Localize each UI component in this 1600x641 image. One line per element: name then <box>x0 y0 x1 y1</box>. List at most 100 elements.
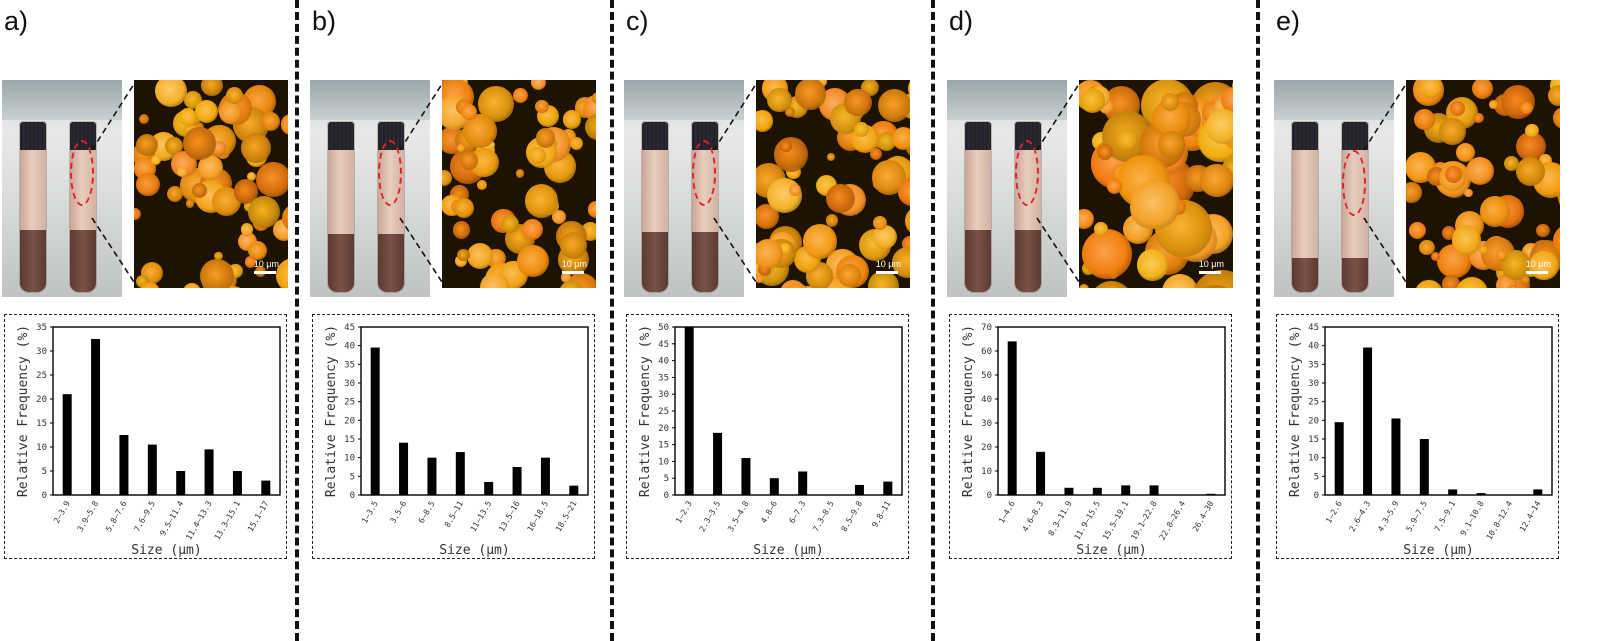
x-tick-label: 11.4–13.3 <box>184 499 214 541</box>
bar <box>232 471 242 495</box>
x-tick-label: 6–8.5 <box>417 499 437 525</box>
droplet <box>480 273 509 288</box>
y-tick-label: 15 <box>1308 435 1319 445</box>
y-tick-label: 30 <box>658 390 669 400</box>
bar-chart: 0 5 10 15 20 25 30 35 40 45 1–2.6 2.6–4.3 4.3–5.9 5.9… <box>1288 323 1553 558</box>
y-tick-label: 5 <box>42 467 47 477</box>
x-tick-label: 18.5–21 <box>554 499 579 533</box>
x-tick-label: 7.5–9.1 <box>1433 499 1458 533</box>
background-wall <box>624 80 744 120</box>
background-wall <box>1274 80 1394 120</box>
y-tick-label: 0 <box>664 491 669 501</box>
x-tick-label: 5.9–7.5 <box>1404 499 1429 533</box>
droplet <box>201 80 223 97</box>
y-tick-label: 40 <box>1308 342 1319 352</box>
y-tick-label: 5 <box>350 472 355 482</box>
droplet <box>183 127 216 160</box>
y-tick-label: 0 <box>1314 491 1319 501</box>
droplet <box>756 274 764 284</box>
panel-divider-1 <box>295 0 299 641</box>
x-tick-label: 1–3.5 <box>360 499 380 525</box>
y-tick-label: 45 <box>344 323 355 333</box>
droplet <box>774 137 809 172</box>
droplet <box>192 183 208 199</box>
droplet <box>1488 100 1498 110</box>
control-vial <box>20 122 46 292</box>
x-tick-label: 10.8–12.4 <box>1485 499 1515 541</box>
x-tick-label: 7.6–9.5 <box>132 499 157 533</box>
x-tick-label: 6–7.3 <box>788 499 808 525</box>
droplet <box>818 277 855 288</box>
droplet <box>134 207 141 221</box>
droplet <box>793 285 823 288</box>
droplet <box>559 281 584 288</box>
micrograph: 10 μm <box>1079 80 1233 288</box>
chart-box: 0 5 10 15 20 25 30 35 2–3.9 3.9–5.8 5.8–7.6 7.6–9.5… <box>4 314 287 559</box>
droplet <box>521 218 543 240</box>
background-wall <box>310 80 430 120</box>
bar <box>176 471 186 495</box>
bar <box>370 347 380 495</box>
zoom-line-top <box>399 83 443 151</box>
bar <box>1007 341 1017 495</box>
vial-cap <box>642 122 668 150</box>
bar <box>427 457 437 495</box>
droplet <box>524 184 558 218</box>
y-tick-label: 40 <box>658 357 669 367</box>
x-tick-label: 11–13.5 <box>469 499 494 533</box>
droplet <box>456 143 466 153</box>
x-tick-label: 3.9–5.8 <box>76 499 101 533</box>
y-tick-label: 20 <box>1308 416 1319 426</box>
y-tick-label: 15 <box>658 441 669 451</box>
droplet <box>1557 182 1560 212</box>
bar <box>1064 487 1074 495</box>
sediment-layer <box>1292 258 1318 292</box>
droplet <box>140 282 161 288</box>
highlight-ellipse <box>1342 150 1366 216</box>
y-tick-label: 20 <box>36 395 47 405</box>
x-tick-label: 12.4–14 <box>1518 499 1543 533</box>
scale-bar <box>1526 271 1548 274</box>
panel-divider-3 <box>931 0 935 641</box>
x-tick-label: 8.5–9.8 <box>840 499 865 533</box>
plot-frame <box>997 326 1226 496</box>
zoom-line-bottom <box>399 217 443 283</box>
y-tick-label: 0 <box>350 491 355 501</box>
vial-photo <box>1274 80 1394 297</box>
y-tick-label: 15 <box>36 419 47 429</box>
droplet <box>872 215 887 230</box>
zoom-line-bottom <box>91 217 135 283</box>
y-tick-label: 35 <box>658 373 669 383</box>
chart-box: 0 10 20 30 40 50 60 70 1–4.6 4.6–8.3 8.3–11.9 11.9–… <box>949 314 1232 559</box>
droplet <box>1116 129 1138 152</box>
bar <box>1476 493 1486 495</box>
y-tick-label: 45 <box>1308 323 1319 333</box>
droplet <box>780 141 792 153</box>
chart-box: 0 5 10 15 20 25 30 35 40 45 1–2.6 2.6–4.3 4.3–5.9 5.9… <box>1276 314 1559 559</box>
droplet <box>826 153 835 162</box>
droplet <box>246 171 257 182</box>
bar <box>854 484 864 495</box>
droplet <box>1439 118 1467 145</box>
droplet <box>1157 130 1186 159</box>
y-tick-label: 35 <box>36 323 47 333</box>
chart-box: 0 5 10 15 20 25 30 35 40 45 50 1–2.3 2.3–3.5 3.5–4.8 4… <box>626 314 909 559</box>
y-tick-label: 35 <box>1308 360 1319 370</box>
panel-label: a) <box>4 6 29 36</box>
droplet <box>185 199 194 208</box>
micrograph: 10 μm <box>1406 80 1560 288</box>
highlight-ellipse <box>378 140 402 206</box>
x-tick-label: 11.9–15.5 <box>1073 499 1103 541</box>
bar <box>119 435 129 495</box>
x-tick-label: 8.5–11 <box>443 499 465 529</box>
droplet <box>260 112 280 132</box>
zoom-lines <box>91 83 135 283</box>
droplet <box>467 242 494 270</box>
x-tick-label: 9.8–11 <box>870 499 892 529</box>
vial-cap <box>965 122 991 150</box>
x-axis-label: Size (μm) <box>1403 543 1473 558</box>
droplet <box>559 231 588 260</box>
droplet <box>788 183 801 196</box>
bar <box>769 478 779 495</box>
x-tick-label: 3.5–6 <box>388 499 408 525</box>
